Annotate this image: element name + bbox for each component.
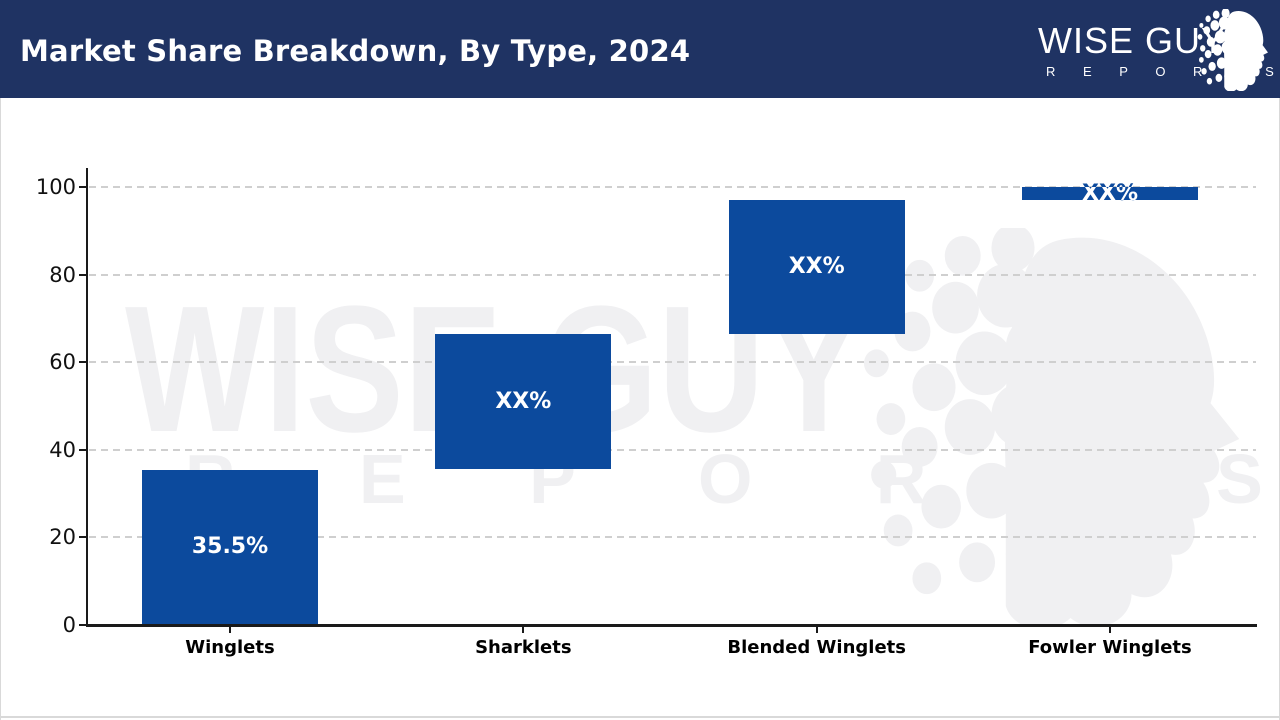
page-title: Market Share Breakdown, By Type, 2024 bbox=[20, 34, 691, 68]
x-axis-line bbox=[86, 624, 1257, 627]
y-tick-label-80: 80 bbox=[49, 262, 76, 287]
gridline-40 bbox=[89, 448, 1256, 451]
left-edge-line bbox=[0, 98, 1, 720]
y-tick-80 bbox=[79, 273, 87, 276]
x-tick-0 bbox=[229, 625, 231, 633]
wiseguy-logo: WISE GUY R E P O R T S bbox=[1020, 4, 1274, 96]
x-tick-3 bbox=[1109, 625, 1111, 633]
y-tick-label-40: 40 bbox=[49, 437, 76, 462]
x-category-label: Sharklets bbox=[475, 637, 572, 658]
x-category-label: Blended Winglets bbox=[727, 637, 906, 658]
bar-winglets: 35.5% bbox=[142, 469, 318, 625]
bar-value-label: XX% bbox=[1082, 187, 1138, 201]
y-tick-40 bbox=[79, 448, 87, 451]
gridline-80 bbox=[89, 273, 1256, 276]
logo-wiseguy-text: WISE GUY bbox=[1038, 20, 1227, 61]
y-tick-20 bbox=[79, 536, 87, 539]
header-bar: Market Share Breakdown, By Type, 2024 WI… bbox=[0, 0, 1280, 98]
gridline-60 bbox=[89, 361, 1256, 364]
y-axis-line bbox=[86, 168, 88, 627]
x-tick-1 bbox=[522, 625, 525, 633]
y-tick-label-60: 60 bbox=[49, 350, 76, 375]
bar-value-label: 35.5% bbox=[191, 534, 269, 560]
gridline-100 bbox=[89, 186, 1256, 188]
x-category-label: Winglets bbox=[185, 637, 275, 658]
y-tick-0 bbox=[79, 624, 87, 626]
y-tick-100 bbox=[79, 186, 87, 188]
bar-blended-winglets: XX% bbox=[728, 200, 905, 334]
x-tick-2 bbox=[815, 625, 818, 633]
bar-sharklets: XX% bbox=[435, 333, 612, 470]
y-tick-60 bbox=[79, 361, 87, 364]
y-tick-label-0: 0 bbox=[62, 613, 76, 637]
bar-fowler-winglets: XX% bbox=[1022, 187, 1198, 201]
bottom-edge-line bbox=[0, 716, 1280, 718]
bar-value-label: XX% bbox=[495, 388, 552, 414]
gridline-20 bbox=[89, 536, 1256, 539]
wiseguy-face-icon bbox=[1197, 9, 1268, 91]
y-tick-label-20: 20 bbox=[49, 525, 76, 550]
y-tick-label-100: 100 bbox=[35, 175, 76, 199]
x-category-label: Fowler Winglets bbox=[1028, 637, 1192, 658]
bar-value-label: XX% bbox=[788, 253, 845, 279]
